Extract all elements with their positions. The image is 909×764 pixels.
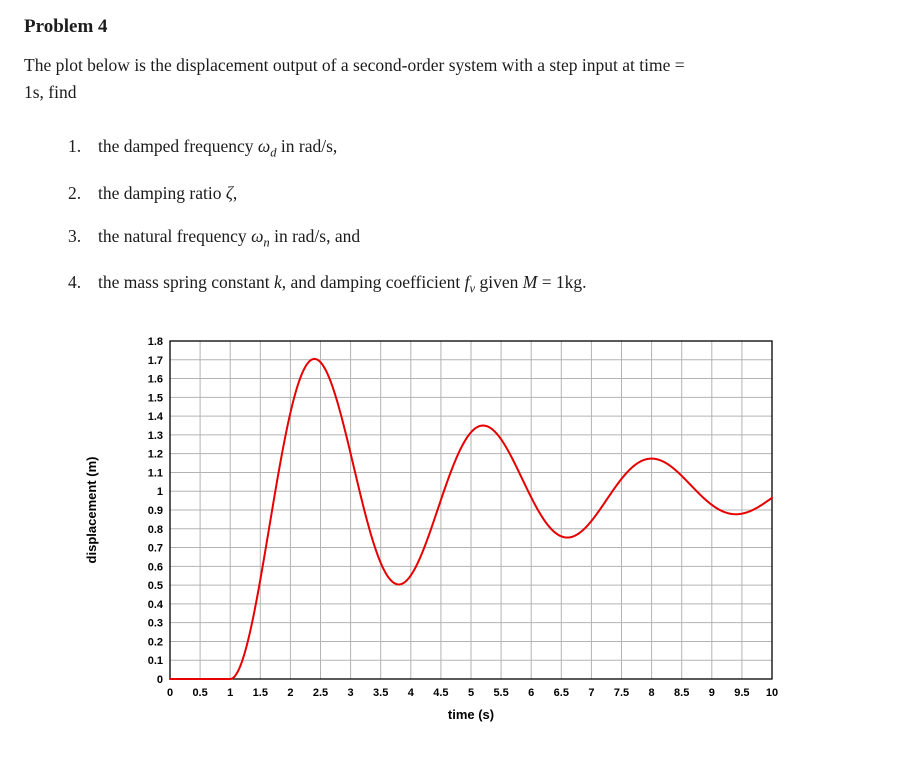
y-tick-label: 0.1 (148, 655, 163, 667)
y-tick-label: 1.1 (148, 467, 163, 479)
x-tick-label: 10 (766, 687, 778, 699)
x-tick-label: 0 (167, 687, 173, 699)
x-tick-label: 5.5 (493, 687, 508, 699)
y-tick-label: 0 (157, 674, 163, 686)
y-tick-label: 1.4 (148, 411, 164, 423)
x-tick-label: 8.5 (674, 687, 689, 699)
item-text: the mass spring constant k, and damping … (98, 272, 587, 296)
x-tick-label: 0.5 (192, 687, 207, 699)
y-tick-label: 0.6 (148, 561, 163, 573)
x-tick-label: 4.5 (433, 687, 448, 699)
list-item: 4. the mass spring constant k, and dampi… (68, 272, 885, 297)
y-tick-label: 0.3 (148, 617, 163, 629)
y-tick-label: 1.3 (148, 430, 163, 442)
y-tick-label: 1.8 (148, 336, 163, 348)
x-tick-label: 9 (709, 687, 715, 699)
x-tick-label: 6.5 (554, 687, 569, 699)
x-tick-label: 7.5 (614, 687, 629, 699)
y-tick-label: 0.2 (148, 636, 163, 648)
x-tick-label: 1 (227, 687, 233, 699)
x-tick-label: 5 (468, 687, 474, 699)
x-tick-label: 1.5 (253, 687, 268, 699)
item-text: the natural frequency ωn in rad/s, and (98, 225, 361, 250)
x-tick-label: 7 (588, 687, 594, 699)
x-tick-label: 2 (287, 687, 293, 699)
y-axis-label: displacement (m) (84, 456, 99, 563)
problem-statement: The plot below is the displacement outpu… (24, 55, 685, 103)
x-tick-label: 3 (348, 687, 354, 699)
response-plot-svg: 0 0.1 0.2 0.3 0.4 0.5 0.6 0.7 0.8 0.9 1 1.1 1.2 1.3 1.… (84, 336, 778, 722)
y-tick-label: 0.4 (148, 599, 164, 611)
item-text: the damped frequency ωd in rad/s, (98, 136, 338, 160)
y-tick-label: 1.7 (148, 355, 163, 367)
y-tick-label: 0.8 (148, 524, 163, 536)
y-tick-label: 1.2 (148, 448, 163, 460)
y-tick-label: 1.6 (148, 373, 163, 385)
x-tick-label: 2.5 (313, 687, 328, 699)
list-item: 3. the natural frequency ωn in rad/s, an… (68, 226, 885, 251)
item-number: 1. (68, 136, 82, 157)
y-tick-label: 0.5 (148, 580, 163, 592)
problem-title: Problem 4 (24, 16, 108, 37)
x-tick-label: 6 (528, 687, 534, 699)
y-tick-label: 0.9 (148, 505, 163, 517)
plot-border (169, 340, 773, 680)
item-text: the damping ratio ζ, (98, 182, 238, 203)
item-number: 2. (68, 182, 82, 203)
x-tick-label: 9.5 (734, 687, 749, 699)
x-tick-label: 3.5 (373, 687, 388, 699)
x-axis-label: time (s) (448, 707, 494, 722)
y-tick-label: 0.7 (148, 542, 163, 554)
y-tick-label: 1.5 (148, 392, 163, 404)
x-tick-label: 4 (408, 687, 415, 699)
problem-list: 1. the damped frequency ωd in rad/s, 2. … (68, 136, 885, 297)
list-item: 1. the damped frequency ωd in rad/s, (68, 136, 885, 161)
y-tick-label: 1 (157, 486, 163, 498)
item-number: 3. (68, 225, 82, 246)
response-curve (169, 357, 773, 680)
list-item: 2. the damping ratio ζ, (68, 183, 885, 204)
x-tick-label: 8 (649, 687, 655, 699)
item-number: 4. (68, 272, 82, 293)
displacement-plot: 0 0.1 0.2 0.3 0.4 0.5 0.6 0.7 0.8 0.9 1 1.1 1.2 1.3 1.… (80, 331, 885, 736)
